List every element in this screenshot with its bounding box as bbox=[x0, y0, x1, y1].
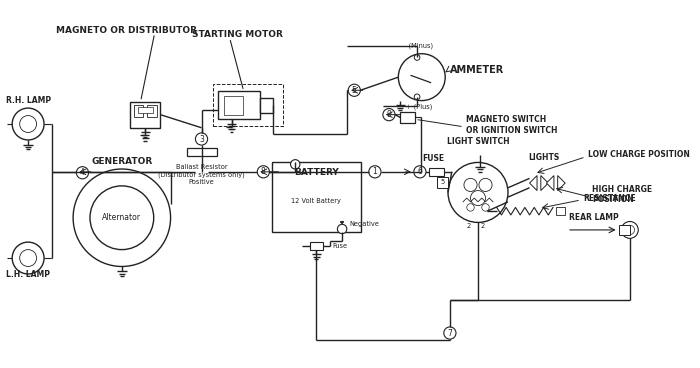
Circle shape bbox=[12, 108, 44, 140]
Bar bbox=[134, 105, 143, 117]
Bar bbox=[147, 105, 157, 117]
Bar bbox=[224, 96, 243, 115]
Bar bbox=[130, 102, 160, 128]
Text: 5: 5 bbox=[440, 179, 444, 185]
Text: 1: 1 bbox=[372, 167, 377, 176]
Circle shape bbox=[337, 224, 346, 234]
Circle shape bbox=[414, 55, 420, 60]
Circle shape bbox=[467, 204, 475, 211]
Text: AMMETER: AMMETER bbox=[450, 65, 504, 75]
Circle shape bbox=[20, 116, 36, 132]
Text: 8: 8 bbox=[261, 167, 266, 176]
Text: - (Minus): - (Minus) bbox=[405, 43, 433, 49]
Circle shape bbox=[290, 160, 300, 169]
Text: R.H. LAMP: R.H. LAMP bbox=[6, 96, 50, 105]
Polygon shape bbox=[541, 176, 548, 191]
Circle shape bbox=[625, 225, 634, 235]
Text: LIGHT SWITCH: LIGHT SWITCH bbox=[447, 137, 510, 146]
Text: Ballast Resistor
(Distributor systems only)
Positive: Ballast Resistor (Distributor systems on… bbox=[158, 164, 245, 185]
Text: Alternator: Alternator bbox=[102, 213, 141, 222]
Text: Negative: Negative bbox=[349, 221, 379, 227]
Circle shape bbox=[470, 191, 486, 206]
Circle shape bbox=[12, 242, 44, 274]
Text: 2: 2 bbox=[466, 223, 471, 229]
Text: BATTERY: BATTERY bbox=[294, 168, 339, 177]
Text: HIGH CHARGE
POSITION: HIGH CHARGE POSITION bbox=[592, 185, 652, 204]
Text: 3: 3 bbox=[199, 135, 204, 144]
Text: RESISTANCE: RESISTANCE bbox=[583, 194, 636, 202]
Text: 2: 2 bbox=[481, 223, 485, 229]
Text: LOW CHARGE POSITION: LOW CHARGE POSITION bbox=[588, 151, 690, 159]
Text: REAR LAMP: REAR LAMP bbox=[569, 213, 619, 222]
Circle shape bbox=[398, 54, 445, 100]
Polygon shape bbox=[530, 176, 537, 191]
Circle shape bbox=[369, 166, 381, 178]
Circle shape bbox=[258, 166, 270, 178]
Text: MAGNETO OR DISTRIBUTOR: MAGNETO OR DISTRIBUTOR bbox=[56, 26, 197, 35]
Circle shape bbox=[20, 250, 36, 266]
Circle shape bbox=[444, 327, 456, 339]
Circle shape bbox=[464, 178, 477, 191]
Text: 9: 9 bbox=[386, 110, 391, 119]
Text: + (Plus): + (Plus) bbox=[406, 103, 432, 110]
Text: GENERATOR: GENERATOR bbox=[91, 157, 153, 166]
Bar bbox=[260, 98, 273, 113]
Text: 12 Volt Battery: 12 Volt Battery bbox=[291, 198, 342, 204]
Circle shape bbox=[414, 166, 426, 178]
Circle shape bbox=[383, 109, 395, 121]
Text: Fuse: Fuse bbox=[332, 243, 347, 249]
Circle shape bbox=[90, 186, 154, 250]
Circle shape bbox=[622, 222, 638, 238]
Text: 7: 7 bbox=[447, 329, 452, 337]
Circle shape bbox=[479, 178, 492, 191]
Circle shape bbox=[414, 94, 420, 100]
Text: LIGHTS: LIGHTS bbox=[528, 153, 559, 162]
Bar bbox=[218, 91, 260, 119]
Bar bbox=[400, 112, 415, 123]
Polygon shape bbox=[547, 176, 554, 191]
Circle shape bbox=[482, 204, 489, 211]
Text: MAGNETO SWITCH
OR IGNITION SWITCH: MAGNETO SWITCH OR IGNITION SWITCH bbox=[466, 115, 557, 135]
Text: 4: 4 bbox=[80, 168, 85, 177]
Bar bbox=[429, 168, 444, 176]
Bar bbox=[310, 242, 323, 250]
Bar bbox=[619, 225, 630, 235]
Bar bbox=[186, 148, 216, 156]
Bar bbox=[138, 107, 153, 113]
Circle shape bbox=[448, 162, 508, 222]
Text: L.H. LAMP: L.H. LAMP bbox=[6, 270, 50, 279]
Bar bbox=[272, 162, 360, 232]
Text: FUSE: FUSE bbox=[422, 155, 444, 163]
Polygon shape bbox=[558, 176, 565, 191]
Text: STARTING MOTOR: STARTING MOTOR bbox=[192, 31, 283, 39]
Text: 6: 6 bbox=[417, 167, 422, 176]
Circle shape bbox=[73, 169, 171, 266]
Text: 5: 5 bbox=[352, 86, 357, 95]
Bar bbox=[437, 177, 448, 188]
Circle shape bbox=[195, 133, 208, 145]
Bar bbox=[556, 208, 565, 215]
Bar bbox=[213, 84, 283, 126]
Circle shape bbox=[348, 84, 360, 96]
Circle shape bbox=[76, 167, 89, 179]
